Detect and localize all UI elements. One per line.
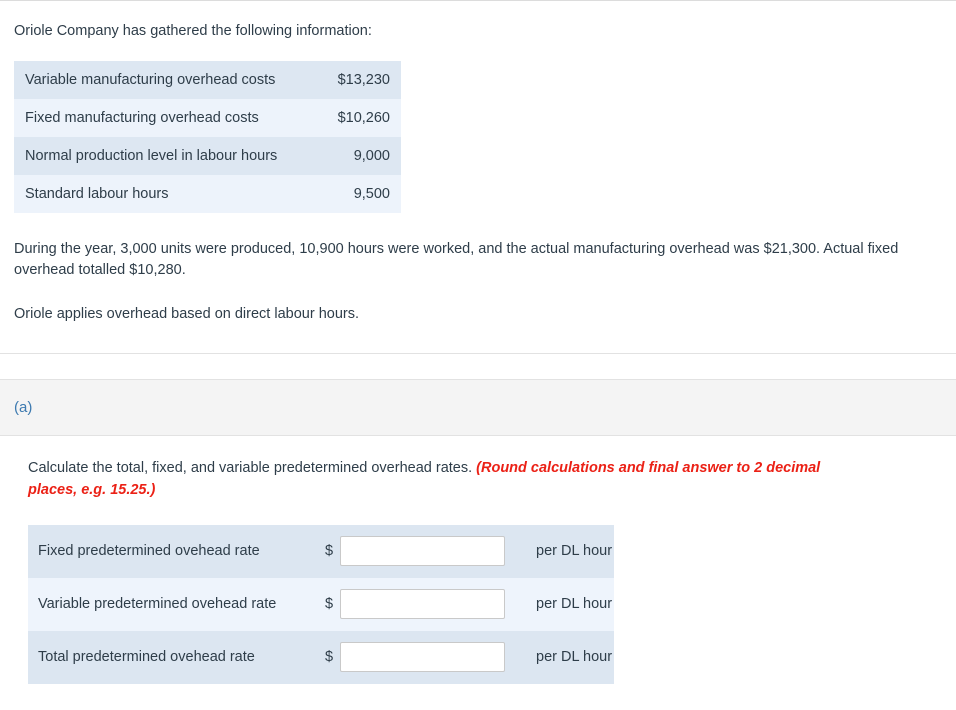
fact-label: Variable manufacturing overhead costs — [25, 72, 276, 89]
answer-field-cell — [340, 525, 520, 578]
requirement-emphasis: (Round calculations and final answer to … — [28, 460, 821, 499]
fact-value: 9,000 — [353, 148, 390, 165]
answer-entry-table: Fixed predetermined ovehead rate $ per D… — [28, 524, 614, 684]
given-information-table: Variable manufacturing overhead costs $1… — [14, 61, 401, 214]
fact-label: Standard labour hours — [25, 186, 169, 203]
unit-label: per DL hour — [536, 596, 613, 613]
requirement-text: Calculate the total, fixed, and variable… — [0, 458, 900, 502]
currency-symbol: $ — [324, 543, 334, 560]
fixed-predetermined-rate-input[interactable] — [340, 536, 505, 567]
answer-table-body: Fixed predetermined ovehead rate $ per D… — [28, 524, 614, 684]
facts-table-body: Variable manufacturing overhead costs $1… — [14, 61, 401, 214]
answer-row-label: Fixed predetermined ovehead rate — [38, 543, 260, 560]
currency-symbol: $ — [324, 649, 334, 666]
answer-row-label: Variable predetermined ovehead rate — [38, 596, 277, 613]
fact-value: $13,230 — [337, 72, 390, 89]
total-predetermined-rate-input[interactable] — [340, 642, 505, 673]
table-row: Variable manufacturing overhead costs $1… — [14, 61, 401, 100]
part-a-header: (a) — [0, 379, 956, 437]
narrative-paragraph-1: During the year, 3,000 units were produc… — [14, 241, 899, 279]
answer-field-cell — [340, 631, 520, 684]
fact-label: Normal production level in labour hours — [25, 148, 278, 165]
answer-row-label: Total predetermined ovehead rate — [38, 649, 255, 666]
narrative-paragraph-2: Oriole applies overhead based on direct … — [14, 305, 359, 322]
unit-label: per DL hour — [536, 649, 613, 666]
unit-label: per DL hour — [536, 543, 613, 560]
fact-value: 9,500 — [353, 186, 390, 203]
table-row: Standard labour hours 9,500 — [14, 175, 401, 214]
table-row: Total predetermined ovehead rate $ per D… — [28, 630, 614, 684]
table-row: Variable predetermined ovehead rate $ pe… — [28, 577, 614, 631]
table-row: Normal production level in labour hours … — [14, 137, 401, 176]
currency-symbol: $ — [324, 596, 334, 613]
part-label: (a) — [14, 399, 33, 417]
answer-field-cell — [340, 578, 520, 631]
variable-predetermined-rate-input[interactable] — [340, 589, 505, 620]
section-divider — [0, 353, 956, 355]
fact-label: Fixed manufacturing overhead costs — [25, 110, 259, 127]
problem-statement: Oriole Company has gathered the followin… — [0, 1, 956, 325]
table-row: Fixed predetermined ovehead rate $ per D… — [28, 524, 614, 578]
fact-value: $10,260 — [337, 110, 390, 127]
requirement-main: Calculate the total, fixed, and variable… — [28, 460, 473, 477]
table-row: Fixed manufacturing overhead costs $10,2… — [14, 99, 401, 138]
intro-text: Oriole Company has gathered the followin… — [14, 23, 372, 39]
